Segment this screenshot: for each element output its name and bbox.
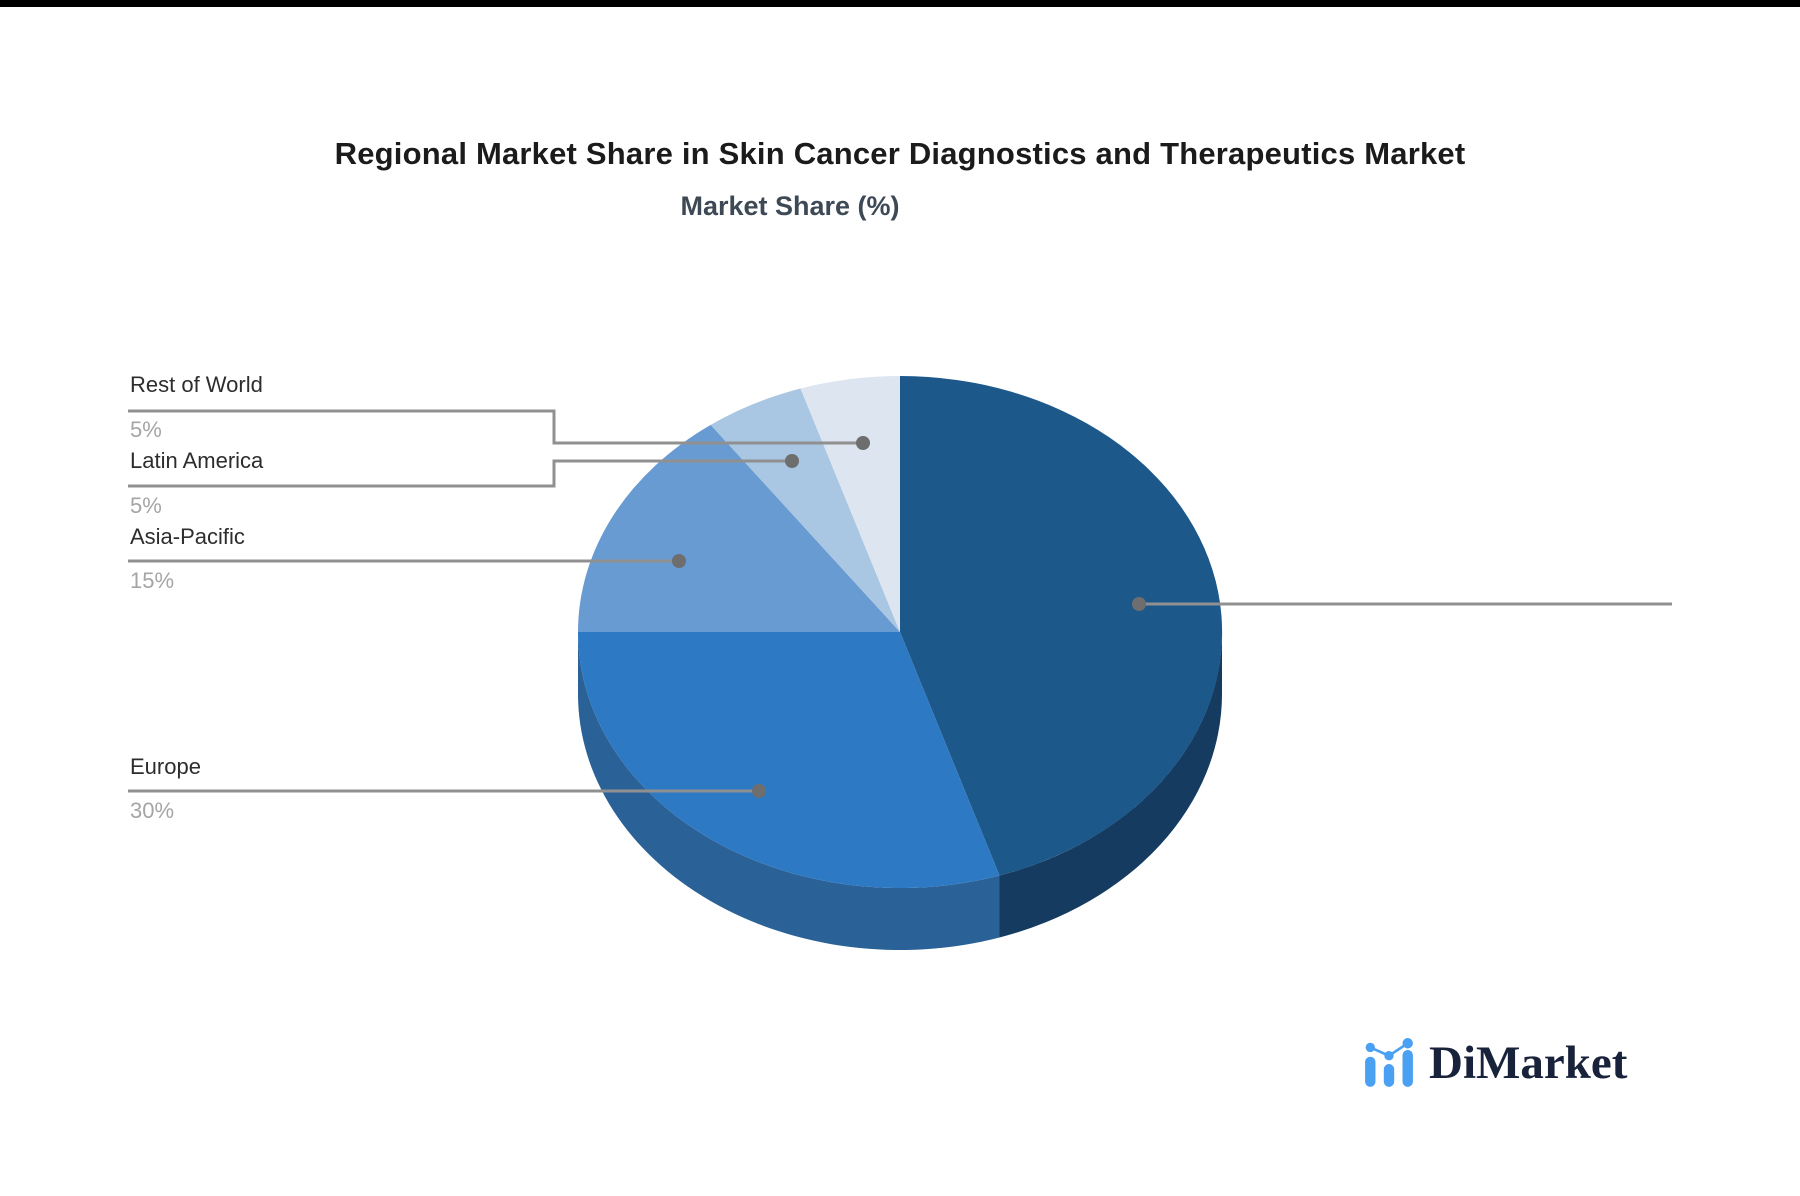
bar-chart-trend-icon bbox=[1365, 1038, 1413, 1087]
slice-value-rest-of-world: 5% bbox=[130, 417, 162, 442]
slice-label-europe: Europe bbox=[130, 754, 201, 779]
pie-slice-side-europe bbox=[578, 632, 1000, 951]
brand-name: DiMarket bbox=[1429, 1037, 1628, 1089]
slice-value-latin-america: 5% bbox=[130, 493, 162, 518]
slice-value-asia-pacific: 15% bbox=[130, 568, 175, 593]
leader-dot-north-america bbox=[1132, 597, 1146, 611]
chart-subtitle: Market Share (%) bbox=[680, 191, 900, 221]
pie-slice-latin-america bbox=[710, 388, 900, 632]
slice-label-latin-america: Latin America bbox=[130, 448, 264, 473]
pie-slice-asia-pacific bbox=[577, 424, 900, 632]
top-border bbox=[0, 0, 1800, 7]
leader-line-latin-america bbox=[128, 459, 792, 488]
slice-label-asia-pacific: Asia-Pacific bbox=[130, 524, 245, 549]
leader-line-rest-of-world bbox=[128, 409, 863, 445]
chart-title: Regional Market Share in Skin Cancer Dia… bbox=[334, 136, 1466, 171]
dimarket-logo: DiMarket bbox=[1363, 1036, 1627, 1090]
pie-slice-europe bbox=[578, 632, 1000, 889]
leader-dot-rest-of-world bbox=[856, 436, 870, 450]
pie-slice-north-america bbox=[900, 376, 1223, 876]
leader-dot-europe bbox=[752, 784, 766, 798]
slice-label-rest-of-world: Rest of World bbox=[130, 372, 263, 397]
pie-slice-side-north-america bbox=[999, 632, 1222, 938]
leader-dot-asia-pacific bbox=[672, 554, 686, 568]
slice-value-europe: 30% bbox=[130, 798, 175, 823]
leader-dot-latin-america bbox=[785, 454, 799, 468]
pie-slice-rest-of-world bbox=[800, 375, 900, 632]
